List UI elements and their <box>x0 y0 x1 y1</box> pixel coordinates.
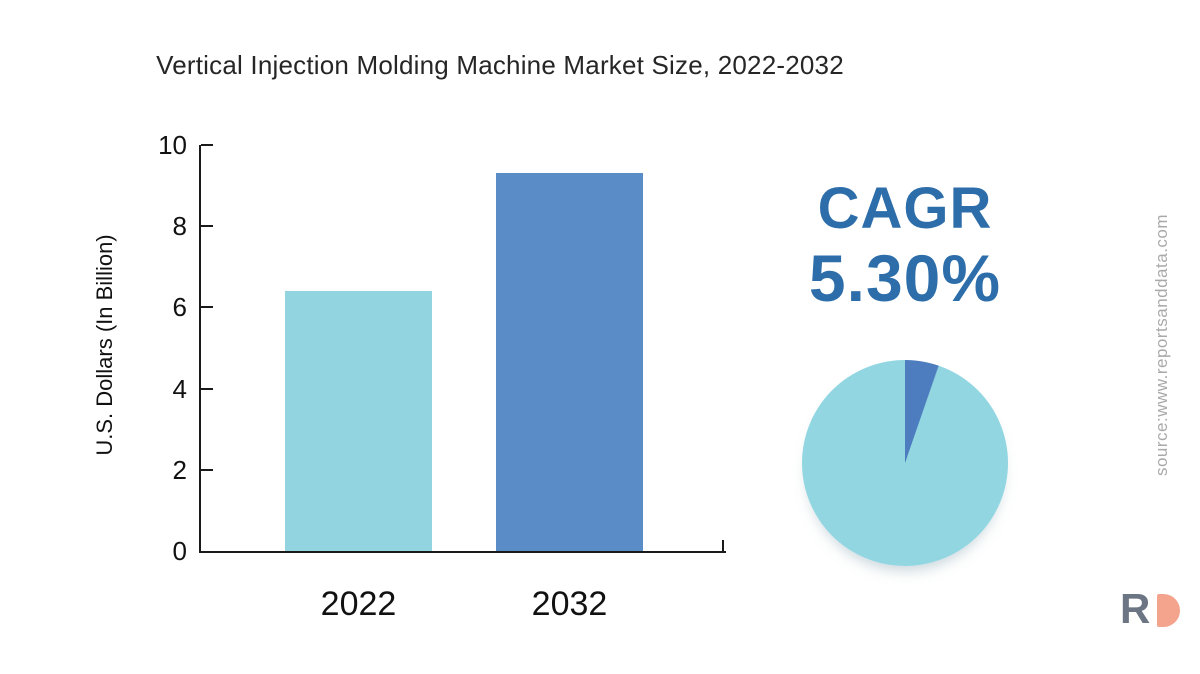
chart-title: Vertical Injection Molding Machine Marke… <box>156 50 844 80</box>
y-axis-tick <box>201 306 213 309</box>
y-axis-tick <box>201 468 213 471</box>
x-axis-end-tick <box>722 540 724 551</box>
source-note: source:www.reportsanddata.com <box>1152 213 1171 477</box>
y-tick-label: 2 <box>172 454 187 485</box>
y-tick-label: 6 <box>172 292 187 323</box>
cagr-value: 5.30% <box>808 241 1002 315</box>
y-axis-tick <box>201 144 213 146</box>
y-tick-label: 0 <box>172 536 187 566</box>
bar-2032 <box>496 173 643 551</box>
x-tick-label: 2032 <box>531 585 608 623</box>
brand-logo: R <box>1120 585 1200 634</box>
bar-2022 <box>285 291 432 551</box>
y-axis-label: U.S. Dollars (In Billion) <box>92 234 117 456</box>
y-tick-label: 4 <box>172 373 187 404</box>
cagr-label: CAGR <box>817 176 993 241</box>
bar-chart-plot: 0 2 4 6 8 10 2022 2032 <box>158 130 726 623</box>
y-tick-label: 8 <box>172 211 187 242</box>
y-tick-label: 10 <box>158 130 187 160</box>
cagr-block: CAGR 5.30% <box>755 178 1055 316</box>
y-axis-tick <box>201 225 213 228</box>
y-axis-tick <box>201 387 213 390</box>
logo-letter-r: R <box>1120 585 1151 632</box>
cagr-pie-chart <box>802 360 1008 566</box>
x-tick-label: 2022 <box>320 585 397 623</box>
logo-d-shape <box>1157 594 1180 627</box>
